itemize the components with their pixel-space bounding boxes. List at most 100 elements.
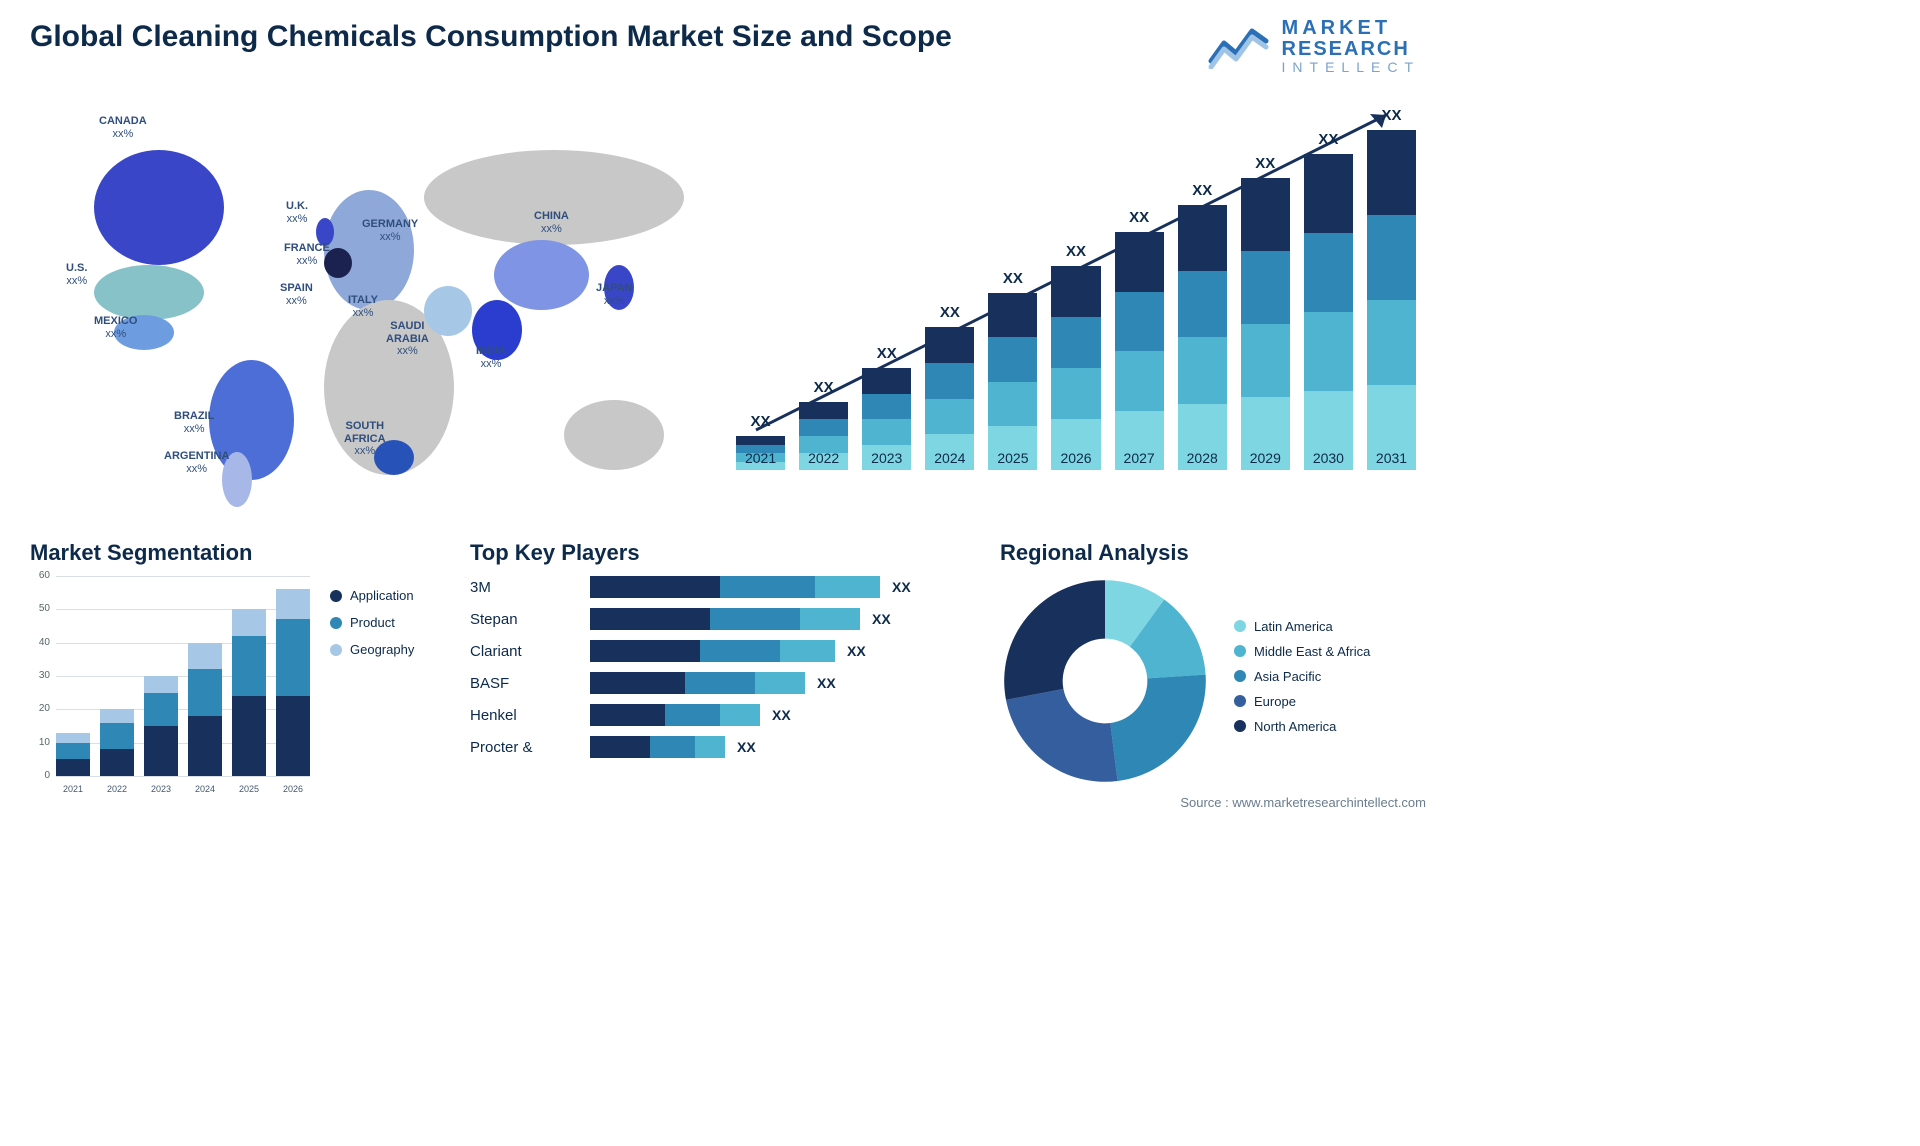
map-label: SPAINxx% <box>280 282 313 307</box>
seg-bar-segment <box>144 693 178 726</box>
player-value-label: XX <box>892 579 911 595</box>
player-name: BASF <box>470 675 590 692</box>
growth-bar: XX 2022 <box>799 379 848 470</box>
legend-label: North America <box>1254 719 1336 734</box>
y-axis-tick: 30 <box>39 670 50 681</box>
player-name: Stepan <box>470 611 590 628</box>
map-label: CANADAxx% <box>99 115 147 140</box>
brand-line2: RESEARCH <box>1282 39 1420 60</box>
seg-bar-segment <box>100 723 134 750</box>
donut-slice <box>1006 689 1118 782</box>
legend-swatch-icon <box>1234 670 1246 682</box>
player-bar <box>590 640 835 662</box>
player-bar-segment <box>720 576 815 598</box>
brand-mark-icon <box>1208 23 1270 69</box>
legend-swatch-icon <box>330 617 342 629</box>
bar-segment <box>1115 351 1164 411</box>
player-value-label: XX <box>817 675 836 691</box>
y-axis-tick: 20 <box>39 703 50 714</box>
player-bar-segment <box>815 576 880 598</box>
map-label: ITALYxx% <box>348 294 378 319</box>
gridline <box>56 776 310 777</box>
y-axis-tick: 10 <box>39 737 50 748</box>
legend-swatch-icon <box>1234 645 1246 657</box>
brand-line1: MARKET <box>1282 18 1420 39</box>
map-region-us <box>94 265 204 320</box>
bar-segment <box>736 436 785 445</box>
x-axis-label: 2021 <box>745 450 776 466</box>
growth-bar: XX2028 <box>1178 182 1227 470</box>
x-axis-label: 2022 <box>808 450 839 466</box>
map-label: FRANCExx% <box>284 242 330 267</box>
seg-bar-segment <box>188 716 222 776</box>
bar-segment <box>1115 292 1164 352</box>
player-row: BASF XX <box>470 672 970 694</box>
x-axis-label: 2031 <box>1376 450 1407 466</box>
player-value-label: XX <box>872 611 891 627</box>
player-bar <box>590 576 880 598</box>
y-axis-tick: 50 <box>39 603 50 614</box>
map-label: JAPANxx% <box>596 282 632 307</box>
map-label: CHINAxx% <box>534 210 569 235</box>
legend-item: Application <box>330 588 414 603</box>
segmentation-chart: 0102030405060 202120222023202420252026 <box>30 576 310 796</box>
player-bar-segment <box>590 704 665 726</box>
bar-value-label: XX <box>814 379 834 396</box>
page-title: Global Cleaning Chemicals Consumption Ma… <box>30 20 952 54</box>
seg-bar-segment <box>144 726 178 776</box>
seg-bar-segment <box>232 609 266 636</box>
donut-slice <box>1110 675 1205 781</box>
key-players-panel: Top Key Players 3MXXStepanXXClariantXXBA… <box>470 540 970 768</box>
map-label: GERMANYxx% <box>362 218 418 243</box>
x-axis-label: 2025 <box>997 450 1028 466</box>
seg-bar-segment <box>100 709 134 722</box>
bar-segment <box>925 399 974 435</box>
bar-segment <box>1051 266 1100 317</box>
legend-item: Geography <box>330 642 414 657</box>
bar-segment <box>988 293 1037 337</box>
player-bar <box>590 736 725 758</box>
growth-bar: XX2021 <box>736 413 785 470</box>
player-bar-segment <box>590 576 720 598</box>
bar-value-label: XX <box>1255 155 1275 172</box>
y-axis-tick: 60 <box>39 570 50 581</box>
segmentation-legend: ApplicationProductGeography <box>330 588 414 669</box>
growth-bar: XX2027 <box>1115 209 1164 470</box>
legend-item: Asia Pacific <box>1234 669 1370 684</box>
bar-segment <box>1178 271 1227 337</box>
bar-segment <box>1241 324 1290 397</box>
bar-segment <box>799 402 848 419</box>
regional-panel: Regional Analysis Latin AmericaMiddle Ea… <box>1000 540 1430 786</box>
bar-value-label: XX <box>1381 107 1401 124</box>
legend-label: Asia Pacific <box>1254 669 1321 684</box>
player-bar <box>590 608 860 630</box>
player-bar <box>590 704 760 726</box>
bar-segment <box>988 382 1037 426</box>
map-region-na <box>94 150 224 265</box>
x-axis-label: 2022 <box>107 784 127 794</box>
x-axis-label: 2028 <box>1187 450 1218 466</box>
player-bar-segment <box>755 672 805 694</box>
x-axis-label: 2025 <box>239 784 259 794</box>
player-name: 3M <box>470 579 590 596</box>
bar-segment <box>1304 312 1353 391</box>
bar-value-label: XX <box>1318 131 1338 148</box>
player-name: Clariant <box>470 643 590 660</box>
player-bar-segment <box>800 608 860 630</box>
y-axis-tick: 0 <box>44 770 50 781</box>
x-axis-label: 2024 <box>934 450 965 466</box>
x-axis-label: 2026 <box>1060 450 1091 466</box>
map-label: BRAZILxx% <box>174 410 214 435</box>
brand-logo: MARKET RESEARCH INTELLECT <box>1208 18 1420 75</box>
legend-swatch-icon <box>330 644 342 656</box>
growth-bar: XX2023 <box>862 345 911 470</box>
seg-bar: 2024 <box>188 643 222 776</box>
map-label: MEXICOxx% <box>94 315 137 340</box>
x-axis-label: 2024 <box>195 784 215 794</box>
legend-label: Europe <box>1254 694 1296 709</box>
player-bar-segment <box>665 704 720 726</box>
player-bar-segment <box>780 640 835 662</box>
legend-swatch-icon <box>1234 695 1246 707</box>
player-value-label: XX <box>737 739 756 755</box>
seg-bar: 2026 <box>276 589 310 776</box>
